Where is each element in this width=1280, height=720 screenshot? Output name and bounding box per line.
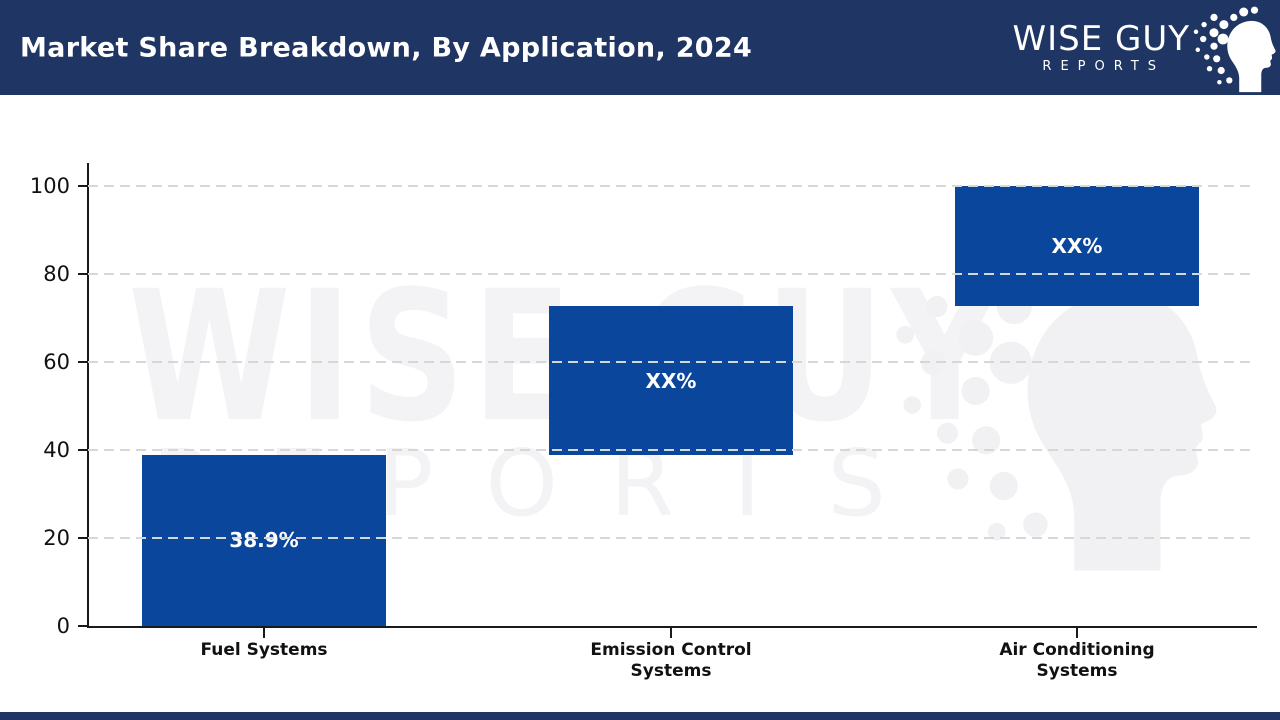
y-tick-mark bbox=[78, 625, 87, 627]
x-tick-label: Fuel Systems bbox=[200, 640, 328, 660]
x-tick-mark bbox=[263, 628, 265, 638]
logo-text: WISE GUY REPORTS bbox=[1012, 22, 1190, 73]
y-tick-mark bbox=[78, 537, 87, 540]
x-tick-label: Emission Control Systems bbox=[590, 640, 752, 681]
gridline bbox=[88, 361, 1255, 364]
y-tick-mark bbox=[78, 185, 87, 188]
header: Market Share Breakdown, By Application, … bbox=[0, 0, 1280, 95]
bar-segment: XX% bbox=[549, 306, 793, 455]
x-tick-mark bbox=[1076, 628, 1078, 638]
gridline bbox=[88, 449, 1255, 452]
y-tick-label: 60 bbox=[43, 350, 70, 375]
y-tick-label: 20 bbox=[43, 526, 70, 551]
page-title: Market Share Breakdown, By Application, … bbox=[20, 32, 753, 63]
bar-value-label: 38.9% bbox=[229, 528, 299, 553]
logo-face-icon bbox=[1186, 3, 1278, 93]
y-tick-label: 40 bbox=[43, 438, 70, 463]
y-axis-spine bbox=[87, 163, 89, 628]
logo-reports-text: REPORTS bbox=[1042, 59, 1166, 74]
y-tick-mark bbox=[78, 273, 87, 276]
x-tick-label: Air Conditioning Systems bbox=[999, 640, 1155, 681]
gridline bbox=[88, 185, 1255, 188]
bar-value-label: XX% bbox=[1051, 234, 1103, 259]
wise-guy-logo: WISE GUY REPORTS bbox=[1012, 0, 1278, 95]
bar-segment: XX% bbox=[955, 186, 1199, 307]
y-tick-mark bbox=[78, 361, 87, 364]
x-axis-spine bbox=[87, 626, 1257, 628]
logo-wordmark: WISE GUY bbox=[1012, 19, 1190, 59]
y-tick-label: 0 bbox=[56, 614, 70, 638]
y-tick-label: 100 bbox=[29, 174, 70, 199]
bar-segment: 38.9% bbox=[142, 454, 386, 626]
footer-bar bbox=[0, 712, 1280, 720]
gridline bbox=[88, 273, 1255, 276]
y-tick-mark bbox=[78, 449, 87, 452]
y-tick-label: 80 bbox=[43, 262, 70, 287]
gridline bbox=[88, 537, 1255, 540]
bar-value-label: XX% bbox=[645, 368, 697, 393]
x-tick-mark bbox=[670, 628, 672, 638]
plot-area: 0 20 40 60 80 100 38.9% Fuel Systems XX% Emission… bbox=[30, 165, 1255, 681]
